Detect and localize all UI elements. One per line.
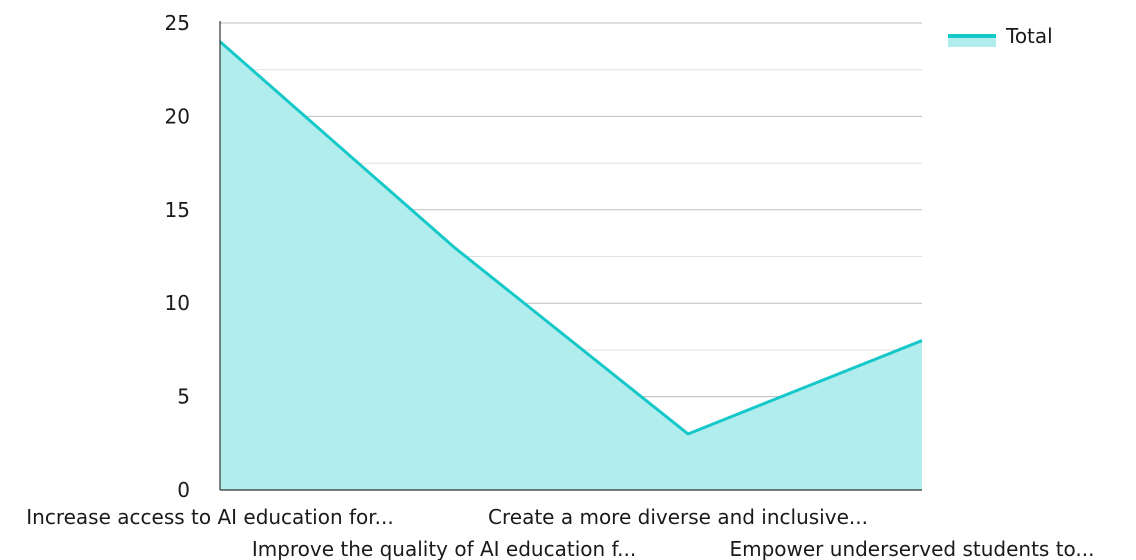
y-tick-label: 15 — [165, 198, 190, 222]
series-line-total — [219, 40, 923, 436]
x-axis-categories: Increase access to AI education for... Im… — [26, 505, 1094, 560]
x-category-label: Empower underserved students to... — [729, 537, 1094, 560]
series-line — [219, 40, 923, 436]
y-tick-label: 0 — [177, 478, 190, 502]
y-axis-ticks: 0 5 10 15 20 25 — [165, 11, 190, 502]
x-category-label: Improve the quality of AI education f... — [252, 537, 636, 560]
y-tick-label: 25 — [165, 11, 190, 35]
legend-swatch-line — [948, 34, 996, 38]
axes — [219, 21, 922, 491]
x-category-label: Create a more diverse and inclusive... — [488, 505, 868, 529]
series-area — [220, 41, 922, 491]
legend-label-total: Total — [1005, 24, 1053, 48]
y-tick-label: 10 — [165, 291, 190, 315]
y-tick-label: 5 — [177, 385, 190, 409]
y-tick-label: 20 — [165, 104, 190, 128]
legend-swatch — [948, 37, 996, 47]
series-area-total — [220, 41, 922, 491]
x-category-label: Increase access to AI education for... — [26, 505, 393, 529]
legend: Total — [948, 24, 1053, 48]
